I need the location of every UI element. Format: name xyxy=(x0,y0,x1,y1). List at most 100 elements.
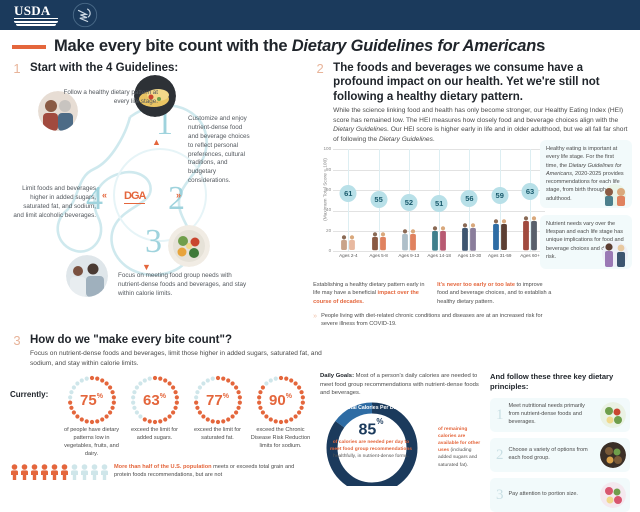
section-1-title: Start with the 4 Guidelines: xyxy=(30,62,179,74)
principle-number: 3 xyxy=(496,486,504,503)
daily-goals-heading: Daily Goals: Most of a person's daily ca… xyxy=(320,372,482,398)
chevron-down-icon: ▼ xyxy=(142,262,151,273)
section-3-header: 3 How do we "make every bite count"? Foc… xyxy=(10,333,630,368)
donut-main-value: 85% xyxy=(328,418,414,438)
page-title: Make every bite count with the Dietary G… xyxy=(54,37,545,56)
daily-goals: Daily Goals: Most of a person's daily ca… xyxy=(320,372,482,512)
chart-notes: Establishing a healthy dietary pattern e… xyxy=(313,281,553,305)
stat-percent-sign: % xyxy=(96,392,103,400)
person-icon xyxy=(71,463,78,480)
covid-note-text: People living with diet-related chronic … xyxy=(321,312,543,327)
section-2-italic-2: Dietary Guidelines xyxy=(379,135,433,143)
section-3: 3 How do we "make every bite count"? Foc… xyxy=(0,328,640,512)
chart-value-bubble: 63 xyxy=(521,183,539,201)
chart-column: 63 Ages 60+ xyxy=(515,149,545,258)
stat-percentage: 90% xyxy=(255,374,307,426)
stat-percentage: 63% xyxy=(129,374,181,426)
daily-goals-label: Daily Goals: xyxy=(320,373,355,380)
section-2-title: The foods and beverages we consume have … xyxy=(333,62,600,103)
chart-column: 51 Ages 14-18 xyxy=(424,149,454,258)
donut-main-caption: of calories are needed per day to meet f… xyxy=(328,440,414,461)
older-couple-photo xyxy=(38,91,78,132)
chart-value-bubble: 56 xyxy=(460,190,478,208)
person-icon xyxy=(81,463,88,480)
chart-x-tick-label: Ages 2-4 xyxy=(339,253,358,259)
page-title-row: Make every bite count with the Dietary G… xyxy=(0,30,640,61)
section-2-header: 2 The foods and beverages we consume hav… xyxy=(313,61,630,144)
stat-percent-sign: % xyxy=(285,392,292,400)
chart-x-tick-label: Ages 9-13 xyxy=(398,253,420,259)
stat-number: 77 xyxy=(206,391,223,409)
calories-donut-chart: Total Calories Per Day 85% of calories a… xyxy=(320,402,482,494)
chart-note-right-highlight: It's never too early or too late xyxy=(437,282,515,289)
chart-people-illustration xyxy=(371,232,386,251)
chart-vertical-guide xyxy=(530,149,531,252)
chart-column: 56 Ages 19-30 xyxy=(454,149,484,258)
stat-number: 75 xyxy=(80,391,97,409)
callout-healthy-eating: Healthy eating is important at every lif… xyxy=(540,140,632,208)
person-icon xyxy=(21,463,28,480)
section-3-columns: Currently: 75% of people have dietary pat… xyxy=(10,372,630,512)
guidelines-path-svg xyxy=(56,104,208,277)
main-columns: 1 Start with the 4 Guidelines: 1 2 3 xyxy=(0,61,640,328)
chart-plot-area: 100 80 60 40 20 0 61 Ages 2-4 55 Ages 5-8 52… xyxy=(324,146,546,258)
guideline-number-2: 2 xyxy=(168,180,185,218)
section-1-number: 1 xyxy=(13,61,21,76)
principle-number: 1 xyxy=(496,406,504,423)
chart-x-tick-label: Ages 5-8 xyxy=(369,253,388,259)
y-tick-20: 20 xyxy=(326,227,332,233)
chart-column: 55 Ages 5-8 xyxy=(363,149,393,258)
grilled-vegetables-photo xyxy=(600,442,626,469)
principles-title: And follow these three key dietary princ… xyxy=(490,372,614,392)
section-2-body-b: . Our HEI score is higher early in life … xyxy=(333,126,628,143)
donut-main-caption-orange: of calories are needed per day to meet f… xyxy=(329,440,413,453)
chart-value-bubble: 55 xyxy=(370,191,388,209)
stat-ring-chart: 77% xyxy=(192,374,244,426)
section-2-body: While the science linking food and healt… xyxy=(333,106,630,144)
guideline-number-4: 4 xyxy=(86,180,103,218)
person-icon xyxy=(31,463,38,480)
principle-item-2[interactable]: 2 Choose a variety of options from each f… xyxy=(490,438,630,473)
principle-item-3[interactable]: 3 Pay attention to portion size. xyxy=(490,478,630,512)
person-icon xyxy=(11,463,18,480)
guideline-number-3: 3 xyxy=(145,223,162,261)
principle-item-1[interactable]: 1 Meet nutritional needs primarily from n… xyxy=(490,398,630,433)
callout-nutrient-needs: Nutrient needs vary over the lifespan an… xyxy=(540,214,632,269)
stat-caption: exceed the Chronic Disease Risk Reductio… xyxy=(250,427,311,449)
section-3-body: Focus on nutrient-dense foods and bevera… xyxy=(30,350,322,367)
section-1: 1 Start with the 4 Guidelines: 1 2 3 xyxy=(10,61,305,328)
chart-value-bubble: 59 xyxy=(491,187,509,205)
chart-note-left: Establishing a healthy dietary pattern e… xyxy=(313,281,429,305)
person-icon xyxy=(101,463,108,480)
hei-score-chart: (Maximum Total Score = 100) 100 80 60 40… xyxy=(313,146,546,269)
chevron-double-right-icon: » xyxy=(313,312,318,320)
guideline-3-text: Focus on meeting food group needs with n… xyxy=(118,272,247,297)
stat-ring-chart: 75% xyxy=(66,374,118,426)
currently-label: Currently: xyxy=(10,390,49,400)
stat-caption: of people have dietary patterns low in v… xyxy=(63,427,120,457)
population-note: More than half of the U.S. population me… xyxy=(10,463,312,480)
chart-people-illustration xyxy=(341,235,356,251)
section-2-body-c: . xyxy=(432,135,435,143)
y-tick-40: 40 xyxy=(326,207,332,213)
donut-title: Total Calories Per Day xyxy=(344,405,400,412)
statistics-group: Currently: 75% of people have dietary pat… xyxy=(10,372,312,512)
callout-1-italic: Dietary Guidelines for Americans, xyxy=(546,162,622,177)
site-header: USDA xyxy=(0,0,640,30)
chart-people-illustration xyxy=(523,216,538,251)
daily-goals-heading-rest: Most of a person's daily calories are ne… xyxy=(320,373,479,397)
covid-note: » People living with diet-related chroni… xyxy=(313,312,553,328)
stat-item: 63% exceed the limit for added sugars. xyxy=(123,374,186,458)
y-tick-80: 80 xyxy=(326,166,332,172)
chart-note-left-highlight: impact over the course of decades. xyxy=(313,290,419,305)
currently-row: Currently: 75% of people have dietary pat… xyxy=(10,374,312,458)
page-title-italic: Dietary Guidelines for American xyxy=(291,37,537,55)
page-title-prefix: Make every bite count with the xyxy=(54,37,292,55)
section-2-italic-1: Dietary Guidelines xyxy=(333,126,388,134)
chart-value-bubble: 52 xyxy=(400,194,418,212)
stat-number: 90 xyxy=(269,391,286,409)
chart-value-bubble: 61 xyxy=(339,185,357,203)
donut-second-caption: of remaining calories are available for … xyxy=(438,426,486,469)
population-person-icons xyxy=(10,463,109,480)
page-title-suffix: s xyxy=(536,37,546,55)
